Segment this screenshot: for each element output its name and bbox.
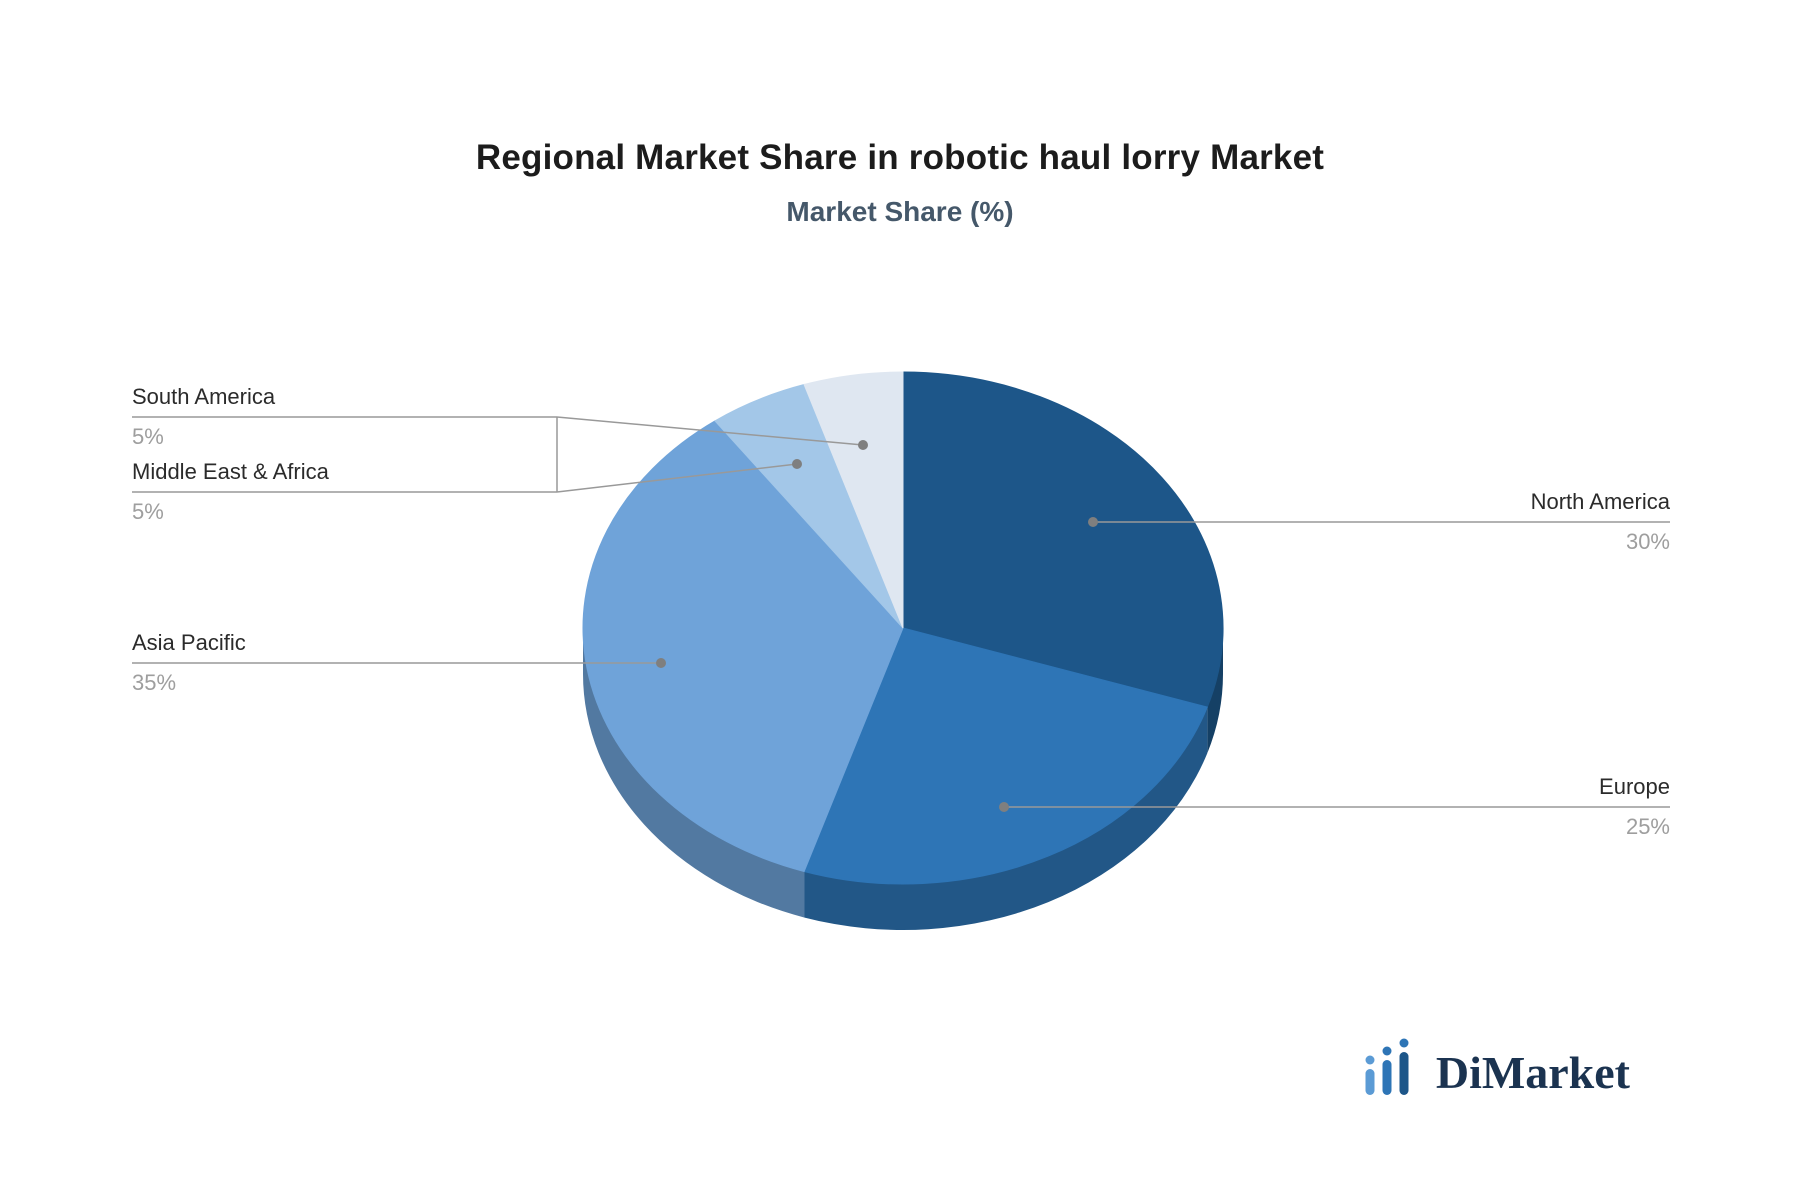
callout-dot-europe <box>999 802 1009 812</box>
logo-bars-icon <box>1365 1038 1409 1095</box>
callout-lines <box>132 416 1670 808</box>
slice-label-europe: Europe <box>1599 774 1670 799</box>
brand-logo: DiMarket <box>1360 1038 1630 1096</box>
chart-subtitle: Market Share (%) <box>786 196 1014 227</box>
pie-slice-south-america <box>803 371 904 629</box>
leader-line-middle-east-africa <box>556 463 798 493</box>
chart-title: Regional Market Share in robotic haul lo… <box>475 138 1325 177</box>
pie-slice-side-north-america <box>1207 628 1223 754</box>
pie-slice-north-america <box>902 371 1224 708</box>
pie-group <box>582 371 1224 930</box>
slice-label-middle-east-africa: Middle East & Africa <box>132 459 329 484</box>
pie-slice-side-europe <box>804 707 1208 930</box>
callout-dot-north-america <box>1088 517 1098 527</box>
slice-label-asia-pacific: Asia Pacific <box>132 630 246 655</box>
leader-line-south-america <box>556 416 864 446</box>
slice-label-south-america: South America <box>132 384 276 409</box>
slice-pct-north-america: 30% <box>1625 529 1670 554</box>
slice-pct-south-america: 5% <box>132 424 164 449</box>
callout-dot-middle-east-africa <box>792 459 802 469</box>
pie-slice-side-asia-pacific <box>583 628 805 918</box>
callout-dot-south-america <box>858 440 868 450</box>
slice-label-north-america: North America <box>1530 489 1670 514</box>
slice-pct-europe: 25% <box>1625 814 1670 839</box>
callout-dots <box>656 440 1098 812</box>
pie-slice-asia-pacific <box>582 420 904 873</box>
logo-text: DiMarket <box>1435 1047 1630 1098</box>
slice-pct-asia-pacific: 35% <box>132 670 177 695</box>
callout-dot-asia-pacific <box>656 658 666 668</box>
pie-slice-europe <box>803 627 1209 885</box>
slice-pct-middle-east-africa: 5% <box>132 499 164 524</box>
